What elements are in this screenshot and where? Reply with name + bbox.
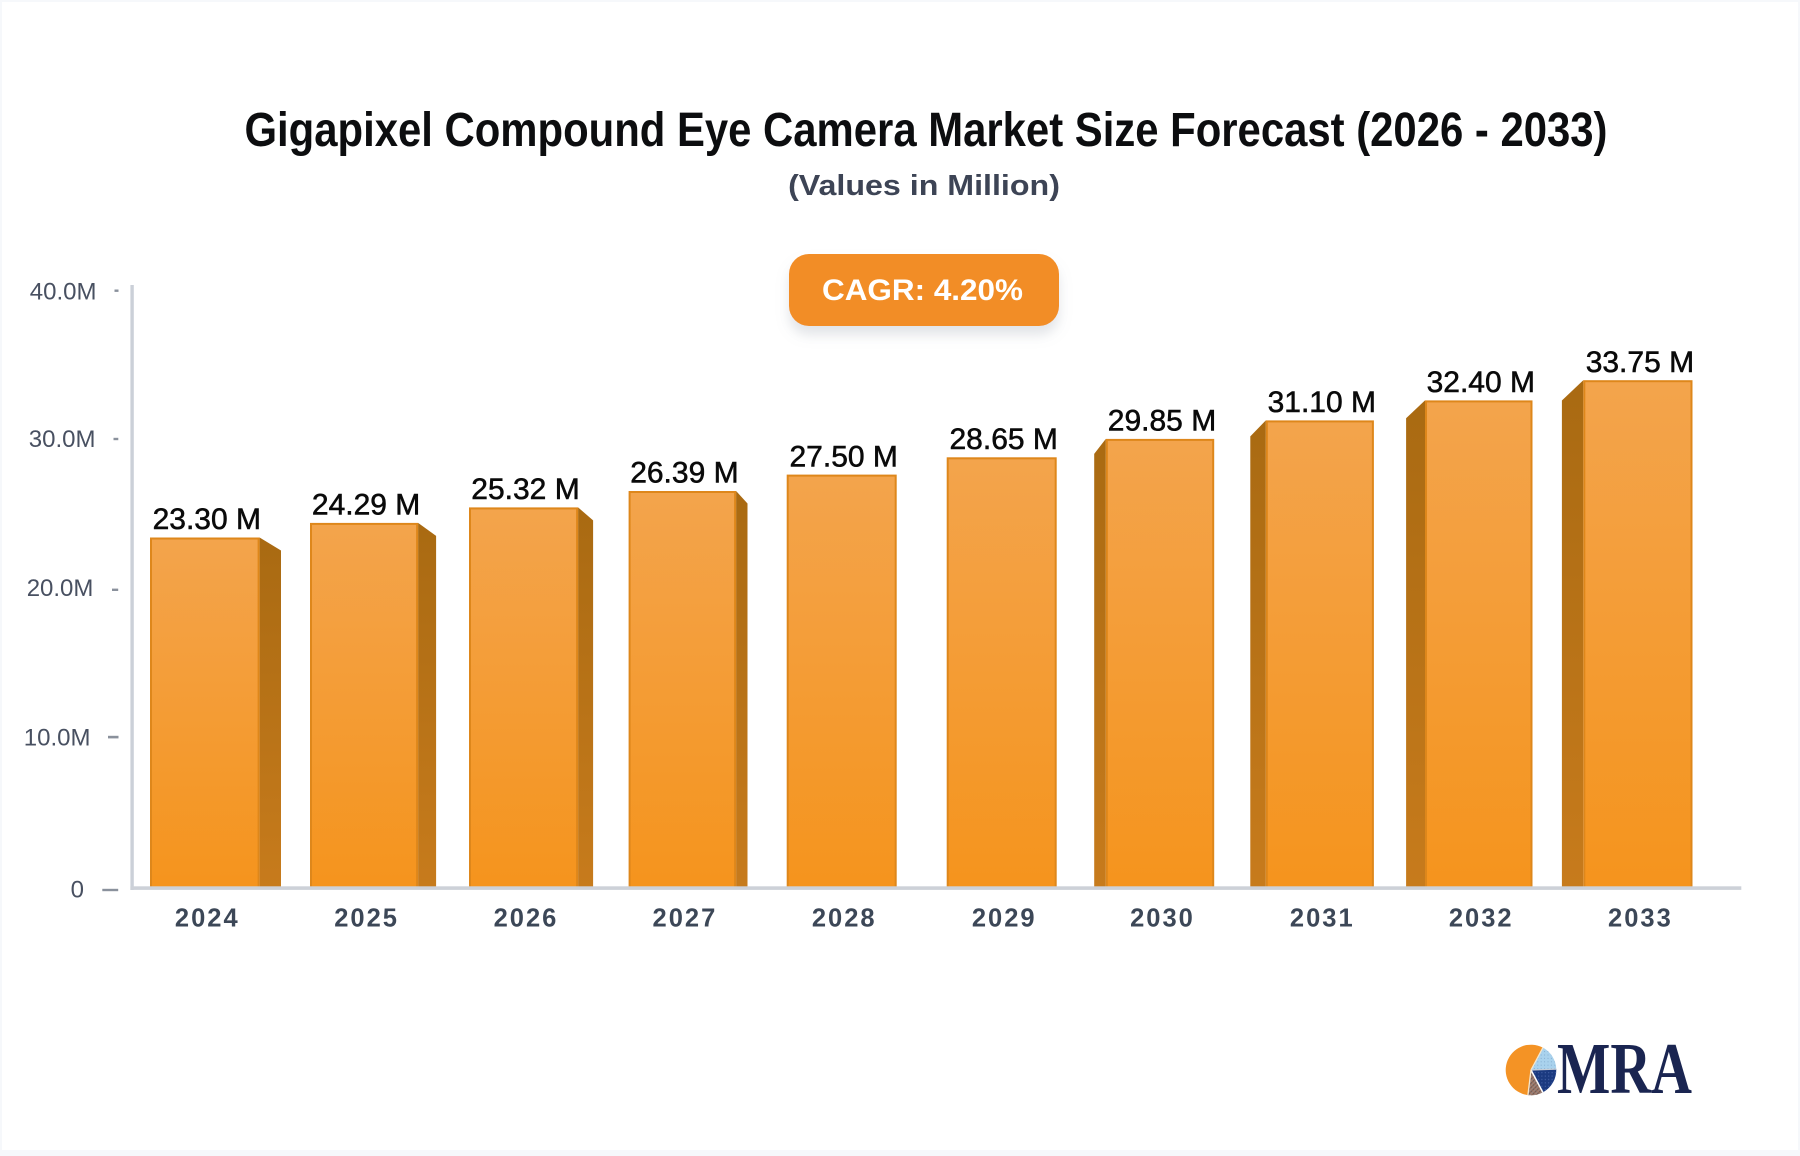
- svg-text:31.10 M: 31.10 M: [1268, 386, 1376, 419]
- svg-text:2028: 2028: [812, 905, 877, 933]
- svg-text:27.50 M: 27.50 M: [789, 440, 897, 473]
- svg-text:2024: 2024: [175, 905, 240, 933]
- svg-text:MRA: MRA: [1557, 1028, 1692, 1109]
- svg-text:Gigapixel Compound Eye Camera: Gigapixel Compound Eye Camera Market Siz…: [245, 104, 1608, 157]
- svg-text:29.85 M: 29.85 M: [1108, 405, 1216, 438]
- svg-text:32.40 M: 32.40 M: [1427, 366, 1535, 399]
- svg-text:10.0M: 10.0M: [24, 724, 91, 751]
- svg-text:40.0M: 40.0M: [30, 278, 97, 305]
- svg-text:28.65 M: 28.65 M: [949, 423, 1057, 456]
- svg-text:30.0M: 30.0M: [29, 426, 96, 453]
- svg-text:2029: 2029: [972, 905, 1037, 933]
- svg-text:0: 0: [71, 877, 84, 904]
- svg-text:2026: 2026: [494, 905, 559, 933]
- svg-text:20.0M: 20.0M: [27, 575, 94, 602]
- svg-text:2031: 2031: [1290, 905, 1355, 933]
- svg-text:25.32 M: 25.32 M: [471, 473, 579, 506]
- svg-text:23.30 M: 23.30 M: [153, 503, 261, 536]
- svg-text:(Values in Million): (Values in Million): [788, 170, 1060, 202]
- svg-text:2027: 2027: [653, 905, 718, 933]
- svg-text:2025: 2025: [334, 905, 399, 933]
- svg-text:2032: 2032: [1449, 905, 1514, 933]
- svg-text:2030: 2030: [1130, 905, 1195, 933]
- svg-text:33.75 M: 33.75 M: [1586, 346, 1694, 379]
- svg-text:26.39 M: 26.39 M: [630, 457, 738, 490]
- svg-text:2033: 2033: [1608, 905, 1673, 933]
- svg-text:24.29 M: 24.29 M: [312, 489, 420, 522]
- svg-text:CAGR: 4.20%: CAGR: 4.20%: [822, 274, 1023, 307]
